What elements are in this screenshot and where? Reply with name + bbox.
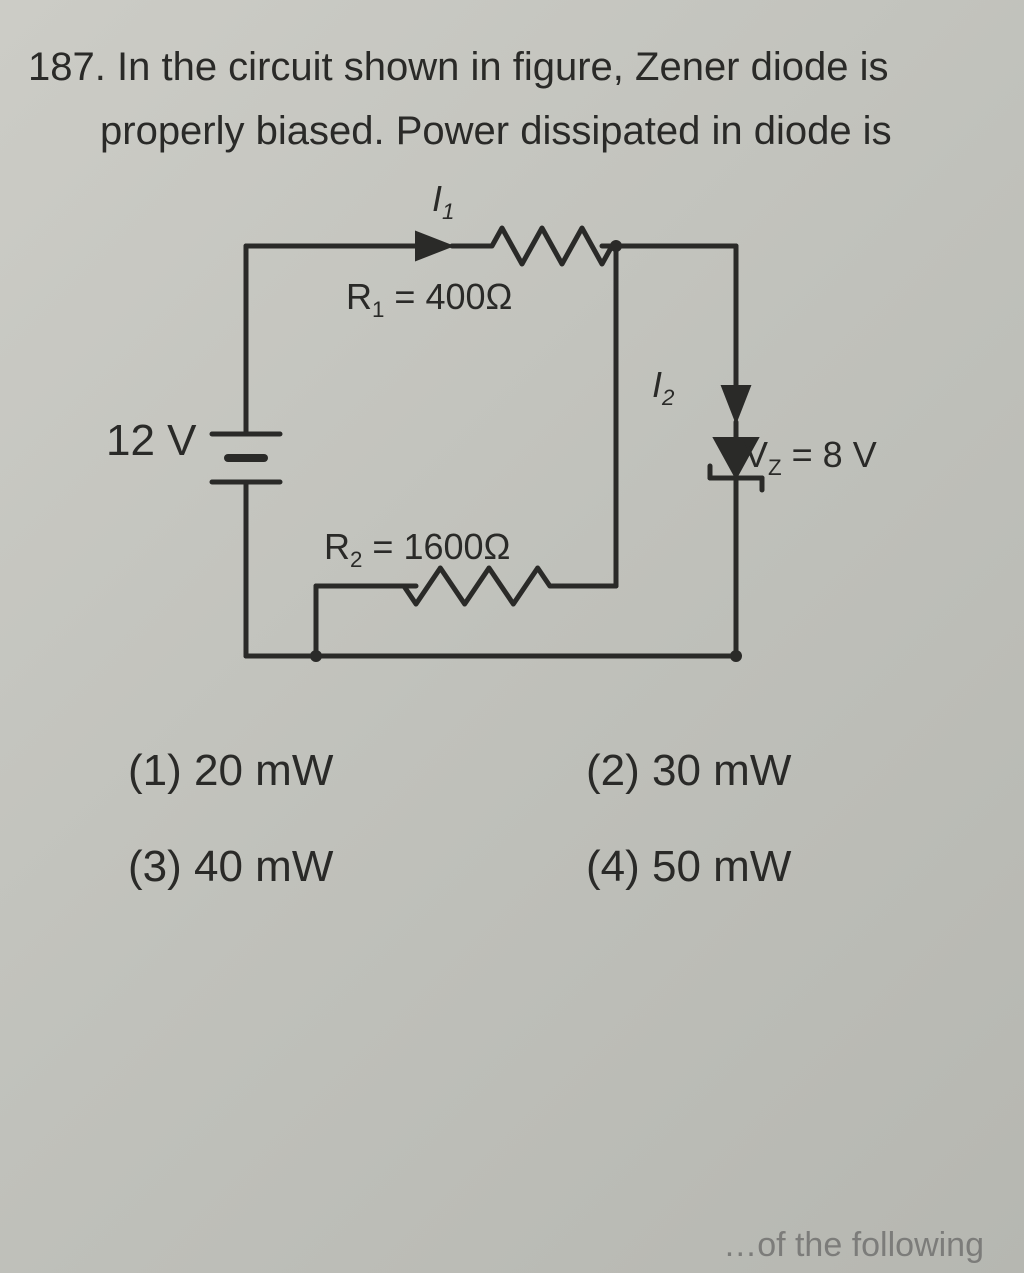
source-label: 12 V — [106, 416, 197, 466]
footer-cutoff-text: …of the following — [723, 1226, 984, 1265]
options-grid: (1) 20 mW (2) 30 mW (3) 40 mW (4) 50 mW — [28, 736, 984, 892]
r1-label: R1 = 400Ω — [346, 276, 512, 323]
circuit-diagram: 12 V I1 R1 = 400Ω I2 VZ = 8 V R2 = 1600Ω — [116, 186, 896, 706]
option-1: (1) 20 mW — [128, 746, 466, 796]
i2-label: I2 — [652, 364, 674, 411]
question-text: 187. In the circuit shown in figure, Zen… — [28, 40, 984, 94]
r2-label: R2 = 1600Ω — [324, 526, 510, 573]
question-number: 187. — [28, 45, 106, 89]
option-4: (4) 50 mW — [586, 842, 924, 892]
i1-label: I1 — [432, 178, 454, 225]
vz-label: VZ = 8 V — [744, 434, 877, 481]
question-line2: properly biased. Power dissipated in dio… — [28, 104, 984, 158]
option-3: (3) 40 mW — [128, 842, 466, 892]
question-line1: In the circuit shown in figure, Zener di… — [117, 45, 889, 89]
page: 187. In the circuit shown in figure, Zen… — [0, 0, 1024, 1273]
option-2: (2) 30 mW — [586, 746, 924, 796]
